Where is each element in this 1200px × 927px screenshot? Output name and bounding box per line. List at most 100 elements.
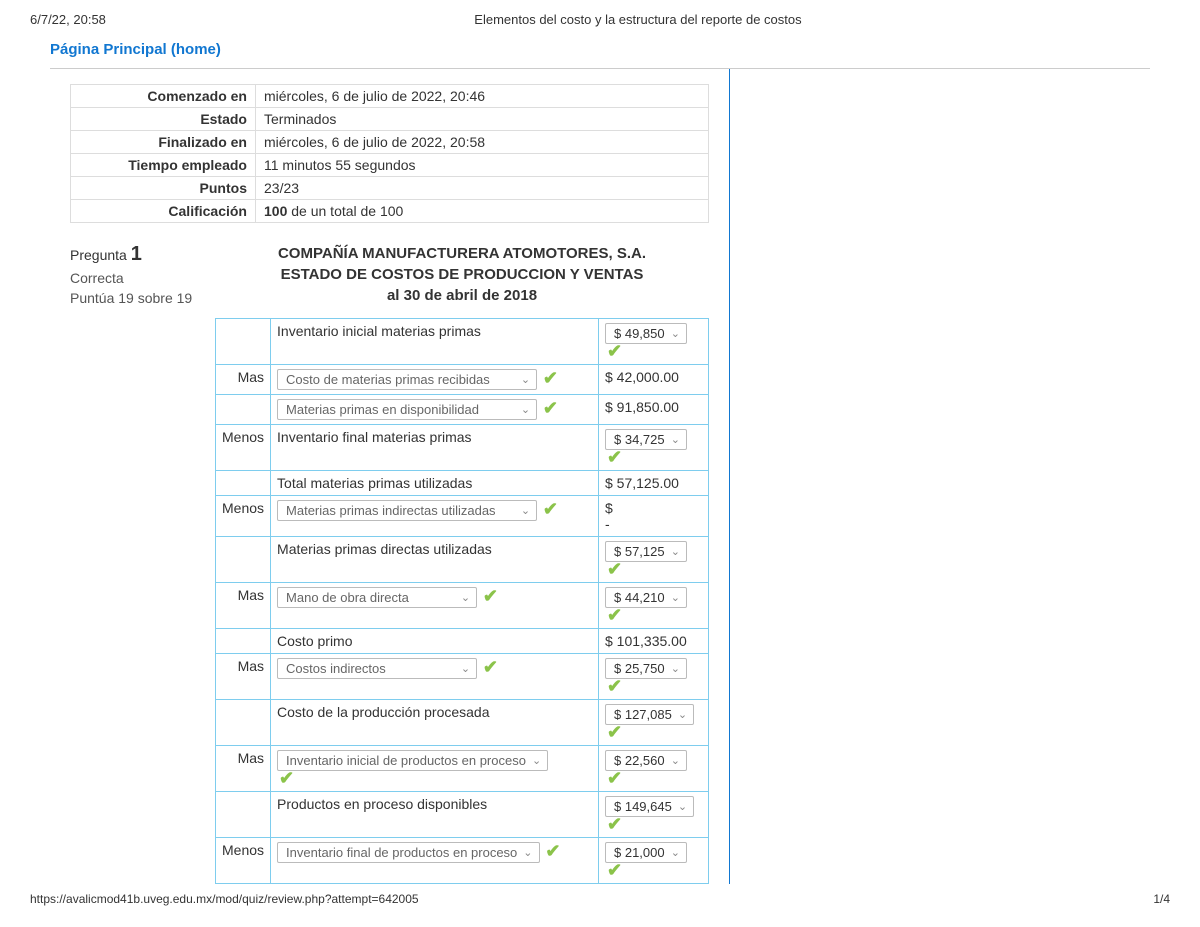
description-select[interactable]: Materias primas indirectas utilizadas⌄ [277, 500, 537, 521]
check-icon: ✔ [607, 560, 702, 578]
description-select[interactable]: Mano de obra directa⌄ [277, 587, 477, 608]
description-cell: Materias primas indirectas utilizadas⌄ ✔ [271, 496, 599, 537]
cost-statement-title: COMPAÑÍA MANUFACTURERA ATOMOTORES, S.A. … [215, 243, 709, 306]
cost-row: Materias primas en disponibilidad⌄ ✔ $ 91… [216, 395, 709, 425]
operation-label: Mas [216, 365, 271, 395]
question-info: Pregunta 1 Correcta Puntúa 19 sobre 19 [70, 243, 215, 884]
operation-label [216, 471, 271, 496]
description-select[interactable]: Costo de materias primas recibidas⌄ [277, 369, 537, 390]
main-column: Comenzado enmiércoles, 6 de julio de 202… [50, 69, 730, 884]
amount-cell: $ 149,645⌄✔ [599, 792, 709, 838]
breadcrumb-home-link[interactable]: Página Principal (home) [50, 41, 221, 58]
chevron-down-icon: ⌄ [532, 754, 541, 767]
question-score: Puntúa 19 sobre 19 [70, 290, 205, 306]
amount-select[interactable]: $ 57,125⌄ [605, 541, 687, 562]
operation-label: Mas [216, 654, 271, 700]
chevron-down-icon: ⌄ [521, 403, 530, 416]
description-cell: Total materias primas utilizadas [271, 471, 599, 496]
description-text: Materias primas directas utilizadas [277, 541, 492, 557]
chevron-down-icon: ⌄ [671, 591, 680, 604]
chevron-down-icon: ⌄ [671, 545, 680, 558]
description-cell: Costo primo [271, 629, 599, 654]
description-text: Inventario final materias primas [277, 429, 472, 445]
check-icon: ✔ [483, 587, 498, 605]
check-icon: ✔ [607, 448, 702, 466]
amount-cell: $ 34,725⌄✔ [599, 425, 709, 471]
summary-row: Finalizado enmiércoles, 6 de julio de 20… [71, 131, 709, 154]
check-icon: ✔ [607, 769, 702, 787]
cost-row: Inventario inicial materias primas $ 49,8… [216, 319, 709, 365]
amount-cell: $ 57,125⌄✔ [599, 537, 709, 583]
operation-label [216, 629, 271, 654]
cost-row: Productos en proceso disponibles $ 149,64… [216, 792, 709, 838]
footer-url: https://avalicmod41b.uveg.edu.mx/mod/qui… [30, 892, 419, 906]
amount-cell: $ 42,000.00 [599, 365, 709, 395]
check-icon: ✔ [607, 815, 702, 833]
amount-select[interactable]: $ 34,725⌄ [605, 429, 687, 450]
summary-row: Comenzado enmiércoles, 6 de julio de 202… [71, 85, 709, 108]
summary-value: 11 minutos 55 segundos [256, 154, 709, 177]
description-select[interactable]: Inventario inicial de productos en proce… [277, 750, 548, 771]
cost-row: Materias primas directas utilizadas $ 57,… [216, 537, 709, 583]
check-icon: ✔ [543, 399, 558, 417]
summary-grade: 100 de un total de 100 [256, 200, 709, 223]
operation-label [216, 537, 271, 583]
chevron-down-icon: ⌄ [678, 708, 687, 721]
chevron-down-icon: ⌄ [521, 504, 530, 517]
description-select[interactable]: Materias primas en disponibilidad⌄ [277, 399, 537, 420]
chevron-down-icon: ⌄ [461, 591, 470, 604]
summary-row: Puntos23/23 [71, 177, 709, 200]
amount-select[interactable]: $ 22,560⌄ [605, 750, 687, 771]
description-cell: Inventario final materias primas [271, 425, 599, 471]
amount-cell: $ 127,085⌄✔ [599, 700, 709, 746]
cost-row: Mas Inventario inicial de productos en pr… [216, 746, 709, 792]
summary-value: miércoles, 6 de julio de 2022, 20:46 [256, 85, 709, 108]
description-cell: Inventario inicial materias primas [271, 319, 599, 365]
description-text: Inventario inicial materias primas [277, 323, 481, 339]
check-icon: ✔ [545, 842, 560, 860]
operation-label [216, 792, 271, 838]
summary-value: 23/23 [256, 177, 709, 200]
summary-label: Calificación [71, 200, 256, 223]
amount-select[interactable]: $ 44,210⌄ [605, 587, 687, 608]
amount-text: $ 42,000.00 [605, 369, 679, 385]
chevron-down-icon: ⌄ [461, 662, 470, 675]
amount-cell: $ 57,125.00 [599, 471, 709, 496]
cost-row: Costo de la producción procesada $ 127,08… [216, 700, 709, 746]
amount-select[interactable]: $ 49,850⌄ [605, 323, 687, 344]
description-text: Productos en proceso disponibles [277, 796, 487, 812]
description-text: Total materias primas utilizadas [277, 475, 472, 491]
print-datetime: 6/7/22, 20:58 [30, 12, 106, 27]
cost-row: MenosMaterias primas indirectas utilizad… [216, 496, 709, 537]
amount-text: $ 57,125.00 [605, 475, 679, 491]
amount-cell: $ 49,850⌄✔ [599, 319, 709, 365]
operation-label [216, 395, 271, 425]
amount-cell: $ 91,850.00 [599, 395, 709, 425]
chevron-down-icon: ⌄ [671, 754, 680, 767]
cost-row: MasMano de obra directa⌄ ✔$ 44,210⌄✔ [216, 583, 709, 629]
operation-label: Mas [216, 583, 271, 629]
amount-select[interactable]: $ 127,085⌄ [605, 704, 694, 725]
description-cell: Materias primas en disponibilidad⌄ ✔ [271, 395, 599, 425]
amount-cell: $ 25,750⌄✔ [599, 654, 709, 700]
attempt-summary-table: Comenzado enmiércoles, 6 de julio de 202… [70, 84, 709, 223]
operation-label [216, 319, 271, 365]
amount-select[interactable]: $ 149,645⌄ [605, 796, 694, 817]
summary-row: Tiempo empleado11 minutos 55 segundos [71, 154, 709, 177]
description-select[interactable]: Costos indirectos⌄ [277, 658, 477, 679]
title-line-2: ESTADO DE COSTOS DE PRODUCCION Y VENTAS [215, 264, 709, 285]
operation-label: Menos [216, 838, 271, 884]
chevron-down-icon: ⌄ [671, 662, 680, 675]
amount-text: $ 91,850.00 [605, 399, 679, 415]
check-icon: ✔ [543, 500, 558, 518]
amount-select[interactable]: $ 21,000⌄ [605, 842, 687, 863]
amount-select[interactable]: $ 25,750⌄ [605, 658, 687, 679]
description-select[interactable]: Inventario final de productos en proceso… [277, 842, 539, 863]
print-header: 6/7/22, 20:58 Elementos del costo y la e… [0, 0, 1200, 27]
operation-label: Mas [216, 746, 271, 792]
description-text: Costo de la producción procesada [277, 704, 489, 720]
summary-label: Estado [71, 108, 256, 131]
amount-text: $- [605, 500, 613, 532]
breadcrumb: Página Principal (home) [0, 27, 1200, 68]
cost-row: MenosInventario final materias primas$ 3… [216, 425, 709, 471]
